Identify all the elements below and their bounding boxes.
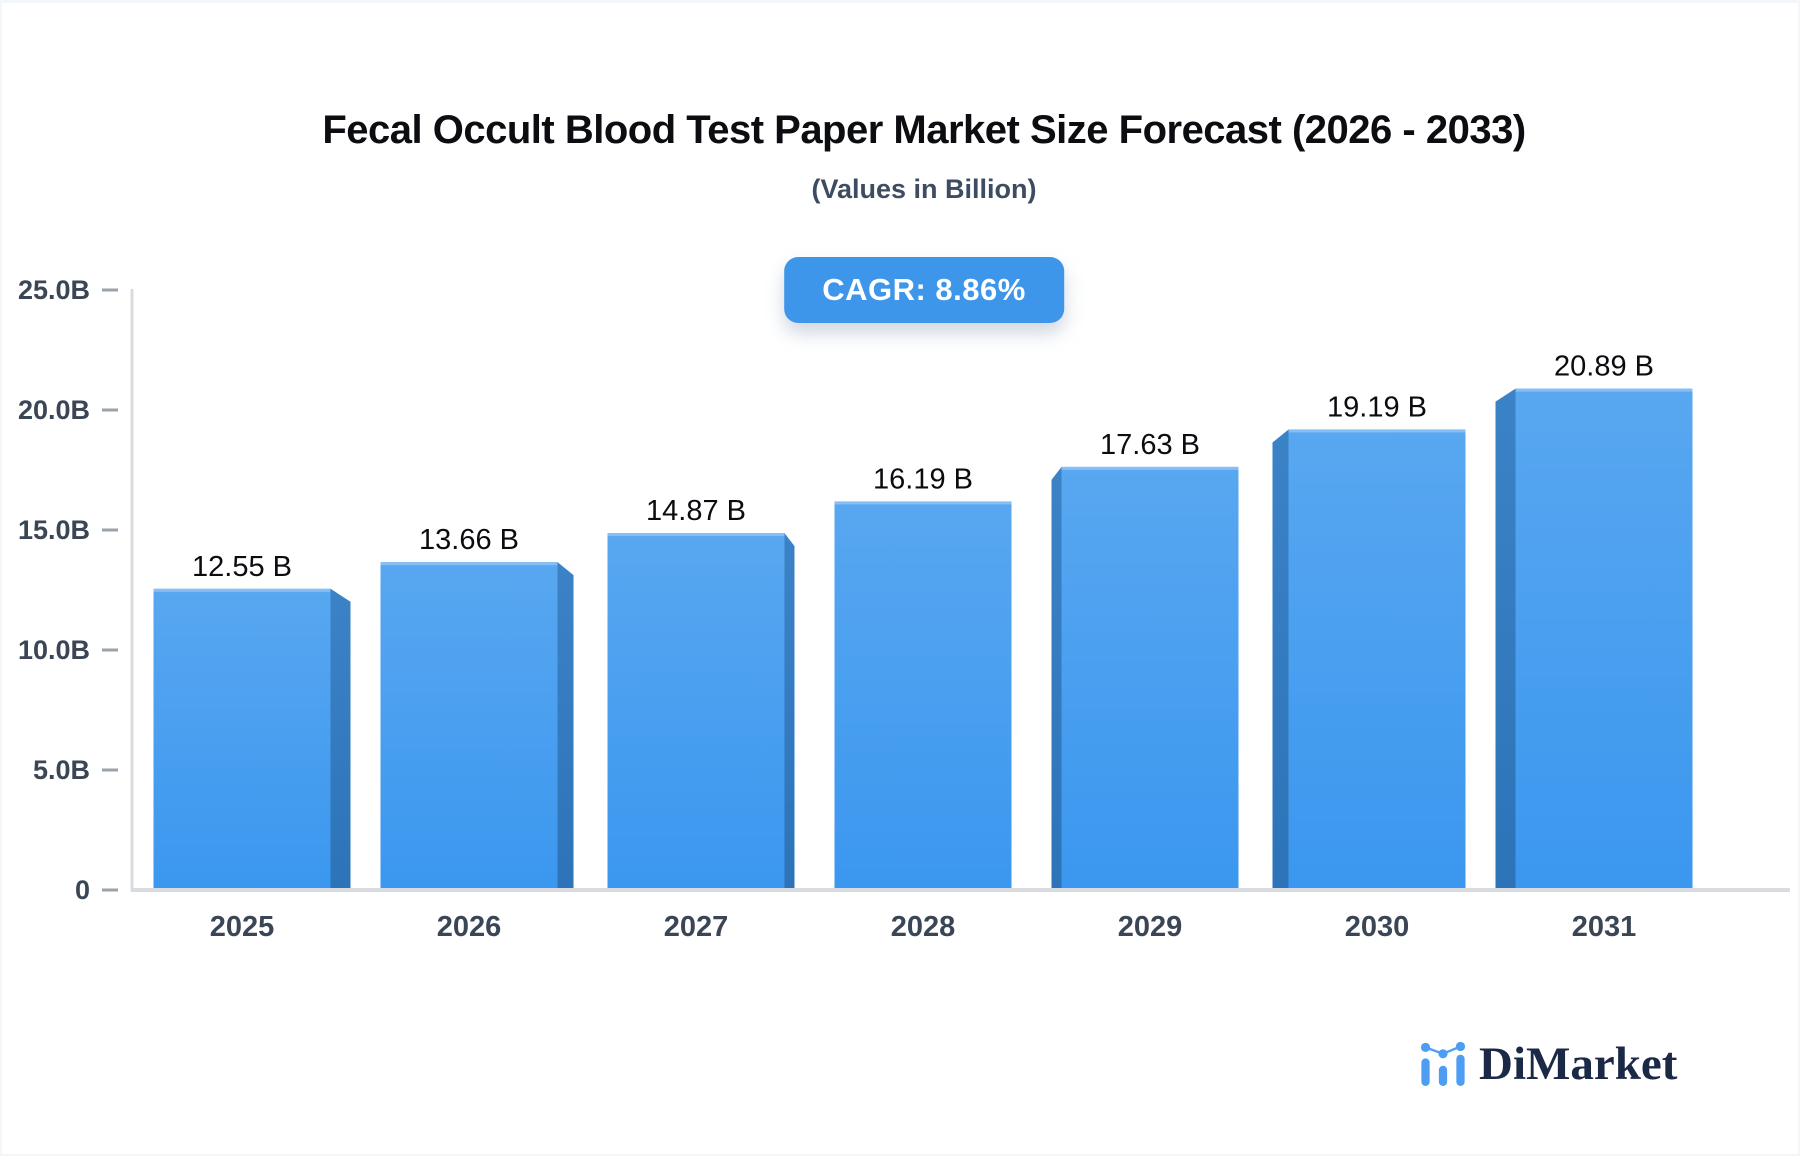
bar-2026 [380,562,558,890]
cagr-badge-label: CAGR: 8.86% [822,272,1026,307]
bar-2031 [1515,388,1693,890]
bar-2028-top-edge [834,501,1012,505]
bar-2026-side-face [557,562,574,890]
x-axis-label-2025: 2025 [210,911,275,943]
y-axis-tick-label: 20.0B [18,395,90,425]
bar-2025-top-edge [153,588,331,592]
bar-2025 [153,588,331,890]
y-axis-tick-label: 10.0B [18,635,90,665]
bar-2029 [1061,466,1239,890]
bar-2026-top-edge [380,562,558,566]
bar-2028 [834,501,1012,890]
bar-2030-value-label: 19.19 B [1327,391,1427,423]
bar-2030-side-face [1272,429,1289,890]
bar-2026-value-label: 13.66 B [419,524,519,556]
bar-2029-side-face [1051,466,1062,890]
bar-2029-value-label: 17.63 B [1100,429,1200,461]
bar-2030-top-edge [1288,429,1466,433]
x-axis-label-2028: 2028 [891,911,956,943]
x-axis-label-2026: 2026 [437,911,502,943]
bar-2031-side-face [1495,388,1516,890]
bar-2027-top-edge [607,533,785,537]
bar-2027-side-face [784,533,795,890]
x-axis-label-2031: 2031 [1572,911,1637,943]
y-axis-tick-label: 5.0B [33,755,90,785]
bar-2025-side-face [330,588,351,890]
bar-chart-with-dots-icon [1420,1041,1466,1086]
bar-2028-value-label: 16.19 B [873,463,973,495]
bar-2030 [1288,429,1466,890]
brand-logo: DiMarket [1420,1038,1678,1090]
chart-title: Fecal Occult Blood Test Paper Market Siz… [322,108,1526,152]
bar-2031-top-edge [1515,388,1693,392]
x-axis-label-2029: 2029 [1118,911,1183,943]
y-axis-tick-label: 25.0B [18,275,90,305]
chart-subtitle: (Values in Billion) [811,174,1037,204]
bar-2027-value-label: 14.87 B [646,495,746,527]
logo-text: DiMarket [1479,1038,1678,1090]
x-axis-label-2027: 2027 [664,911,729,943]
bar-2031-value-label: 20.89 B [1554,351,1654,383]
bar-2029-top-edge [1061,466,1239,470]
cagr-badge: CAGR: 8.86% [784,257,1064,323]
bar-2025-value-label: 12.55 B [192,551,292,583]
y-axis-tick-label: 15.0B [18,515,90,545]
x-axis-label-2030: 2030 [1345,911,1410,943]
y-axis-tick-label: 0 [75,875,90,905]
bar-2027 [607,533,785,890]
